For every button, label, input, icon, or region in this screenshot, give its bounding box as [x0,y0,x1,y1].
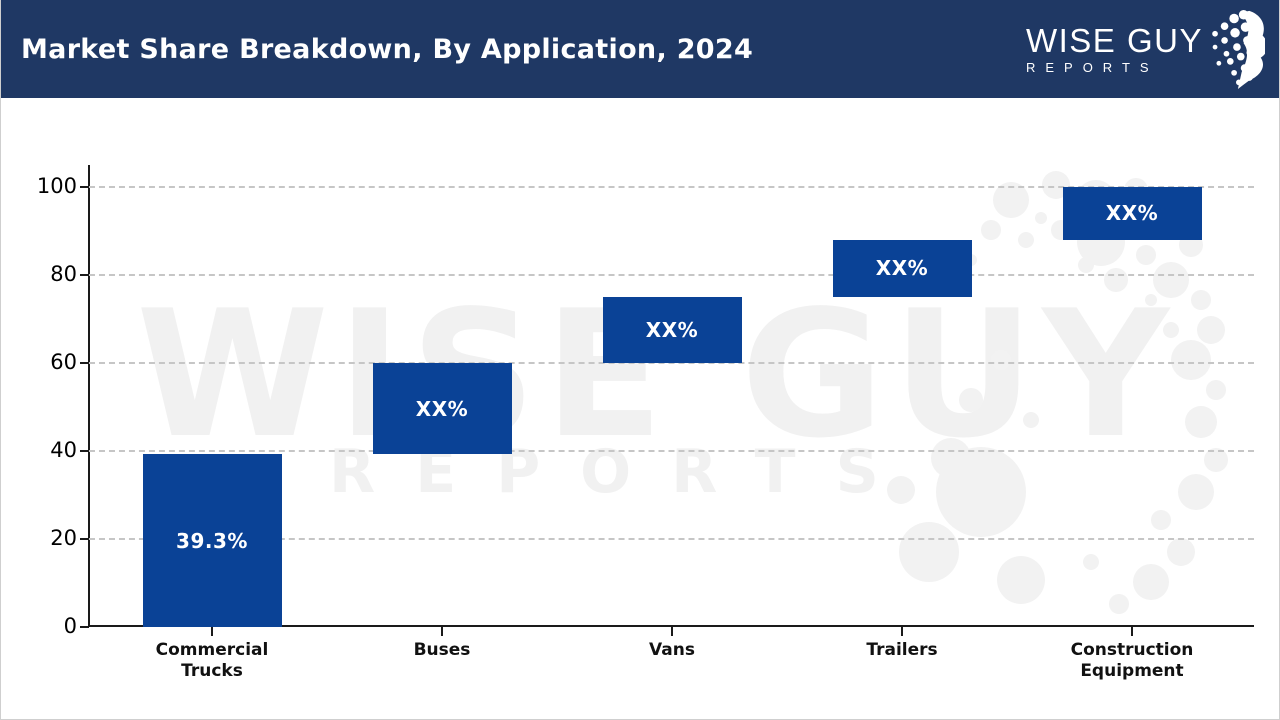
bar-value-label: 39.3% [176,528,248,553]
page-title: Market Share Breakdown, By Application, … [21,33,754,65]
y-axis-tick-label: 100 [36,174,77,198]
x-axis-spine [88,625,1254,627]
bar-construction-equipment: XX% [1062,187,1202,240]
logo-text: WISE GUY REPORTS [1026,24,1203,74]
wiseguy-logo: WISE GUY REPORTS [1026,9,1265,89]
logo-wiseguy-text: WISE GUY [1025,22,1203,59]
y-tick [80,362,89,364]
bar-trailers: XX% [832,239,972,297]
y-axis-tick-label: 80 [50,262,77,286]
x-tick [441,627,443,636]
x-tick [211,627,213,636]
gridline [89,538,1254,540]
bar-value-label: XX% [645,318,699,342]
x-axis-label: Commercial Trucks [155,640,269,682]
x-axis-label: Vans [649,640,695,660]
bar-value-label: XX% [875,256,929,281]
x-axis-label: Construction Equipment [1070,640,1194,682]
y-axis-tick-label: 60 [50,350,77,374]
y-axis-tick-label: 20 [50,526,77,550]
y-tick [80,626,89,628]
gridline [89,186,1254,188]
x-tick [671,627,673,636]
logo-head-icon [1212,9,1265,89]
x-axis-label: Trailers [866,640,938,660]
y-tick [80,450,89,452]
y-axis-tick-label: 0 [63,614,77,638]
y-tick [80,538,89,540]
y-tick [80,186,89,188]
logo-reports-text: REPORTS [1025,60,1159,75]
x-tick [901,627,903,636]
x-axis-label: Buses [413,640,471,660]
bar-commercial-trucks: 39.3% [142,454,282,627]
y-axis-spine [88,165,90,627]
bar-buses: XX% [372,363,512,455]
bar-vans: XX% [602,297,742,363]
gridline [89,362,1254,364]
header-bar: Market Share Breakdown, By Application, … [1,0,1279,98]
gridline [89,274,1254,276]
bar-value-label: XX% [415,396,469,421]
y-tick [80,274,89,276]
bar-value-label: XX% [1105,201,1159,226]
y-axis-tick-label: 40 [50,438,77,462]
gridline [89,450,1254,452]
x-tick [1131,627,1133,636]
